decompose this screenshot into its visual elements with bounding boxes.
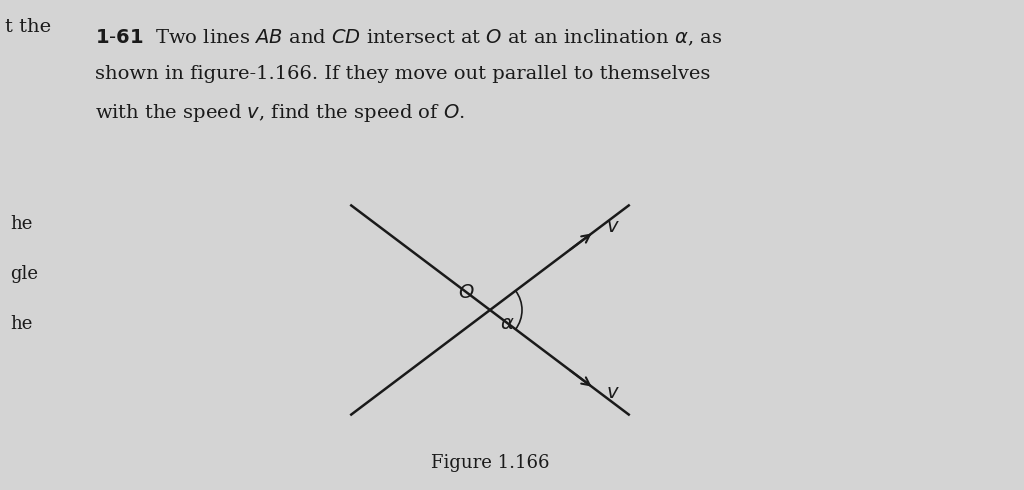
Text: Figure 1.166: Figure 1.166 [431, 454, 549, 472]
Text: $\alpha$: $\alpha$ [500, 315, 515, 333]
Text: he: he [10, 215, 33, 233]
Text: $v$: $v$ [606, 218, 620, 236]
Text: with the speed $v$, find the speed of $O$.: with the speed $v$, find the speed of $O… [95, 102, 465, 124]
Text: he: he [10, 315, 33, 333]
Text: gle: gle [10, 265, 38, 283]
Text: $\mathbf{1\text{-}61}$  Two lines $AB$ and $CD$ intersect at $O$ at an inclinati: $\mathbf{1\text{-}61}$ Two lines $AB$ an… [95, 28, 722, 49]
Text: $O$: $O$ [459, 284, 475, 302]
Text: t the: t the [5, 18, 51, 36]
Text: $v$: $v$ [606, 384, 620, 402]
Text: shown in figure-1.166. If they move out parallel to themselves: shown in figure-1.166. If they move out … [95, 65, 711, 83]
